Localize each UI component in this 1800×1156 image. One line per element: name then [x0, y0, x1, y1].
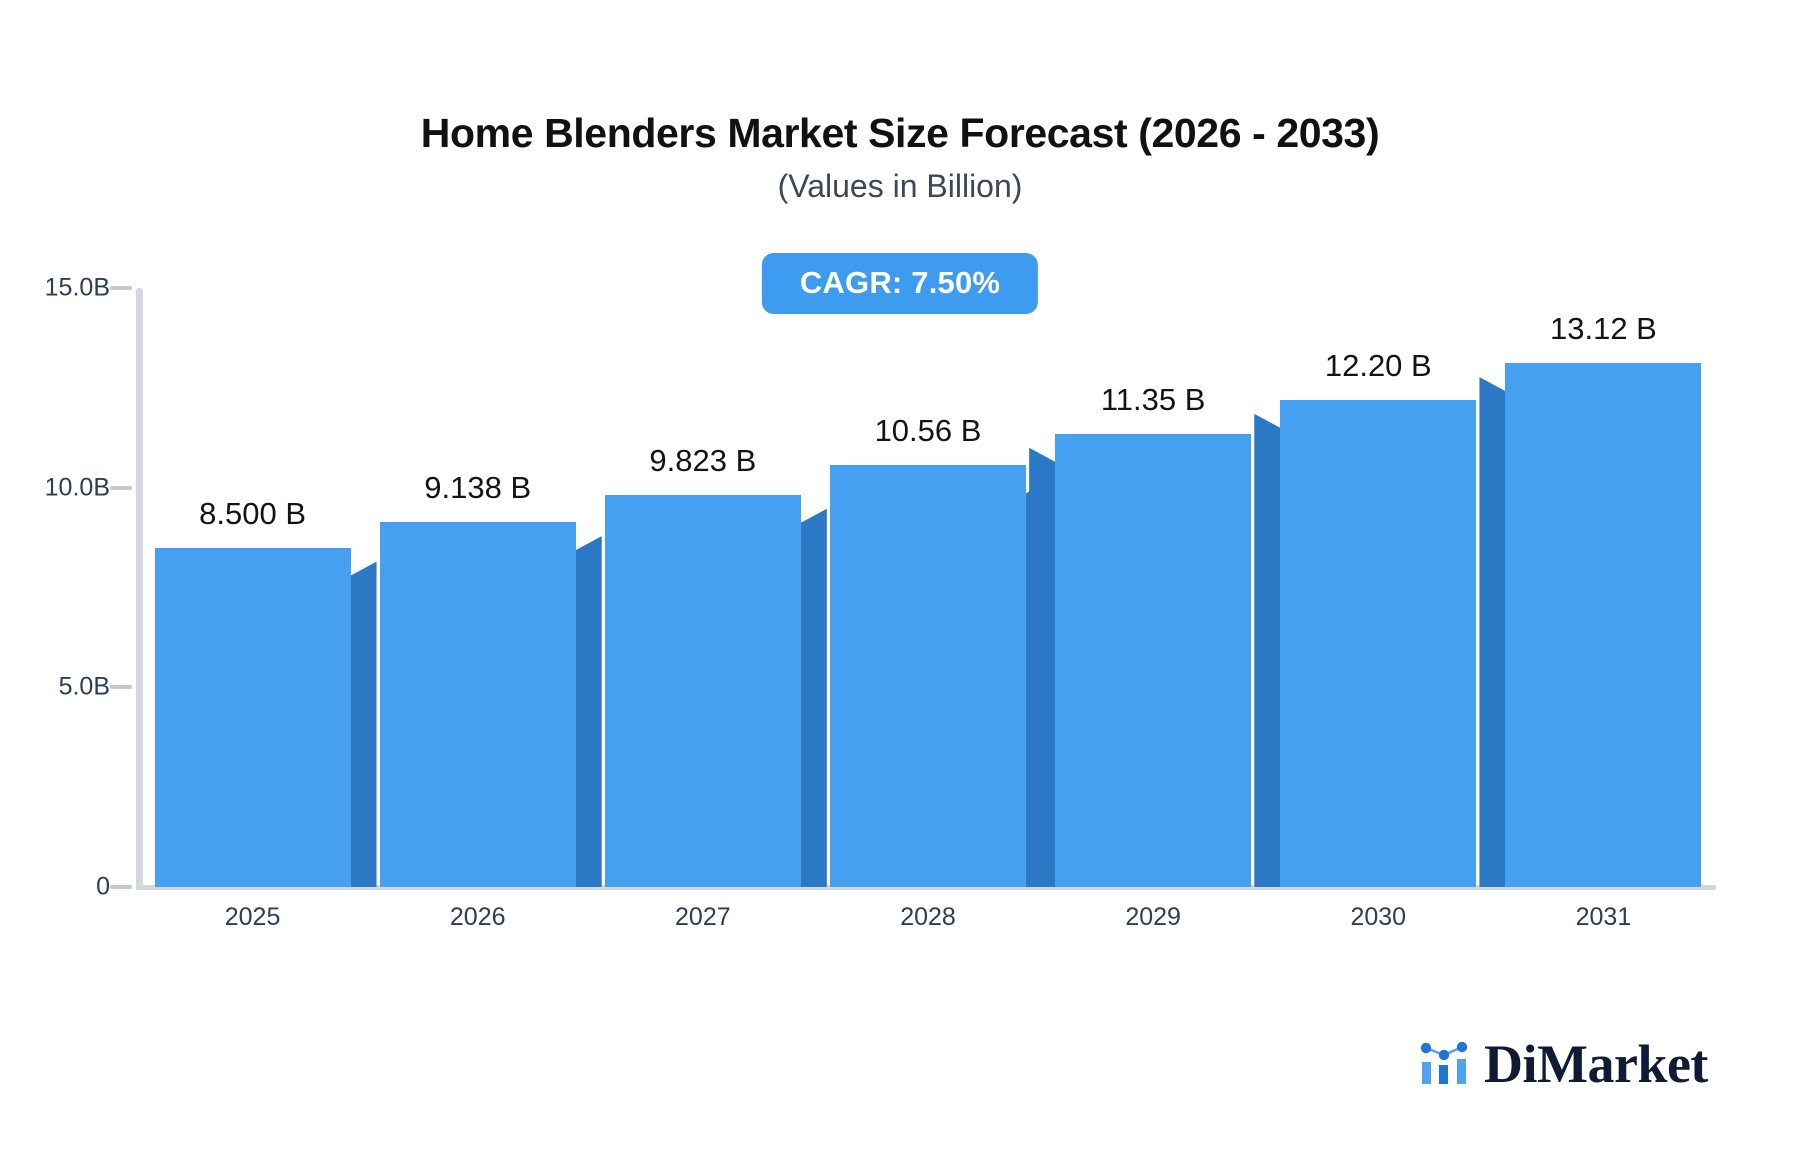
y-axis-tick-mark [110, 885, 132, 889]
bar-value-label: 13.12 B [1549, 311, 1657, 347]
bar-column[interactable] [1029, 433, 1252, 887]
x-axis-tick-label: 2026 [449, 903, 506, 931]
bar-face [154, 547, 351, 887]
y-axis-tick-label: 10.0B [44, 473, 110, 502]
bar-face [1505, 363, 1702, 887]
bar-face [1055, 433, 1252, 887]
bar-chart-logo-icon [1418, 1036, 1470, 1091]
bar-face [604, 494, 801, 887]
y-axis-tick-mark [110, 286, 132, 290]
bar-column[interactable] [830, 465, 1052, 887]
x-axis-tick-label: 2025 [224, 903, 281, 931]
x-axis-tick-label: 2031 [1575, 903, 1632, 931]
bar-value-label: 8.500 B [199, 495, 306, 531]
y-axis-tick-label: 0 [96, 872, 110, 901]
y-axis-tick-mark [110, 685, 132, 690]
x-axis-tick-label: 2027 [675, 903, 731, 931]
bar-value-label: 10.56 B [874, 413, 982, 449]
bar-value-label: 12.20 B [1324, 347, 1432, 383]
bar-3d-side [800, 508, 827, 887]
brand-logo: DiMarket [1418, 1036, 1708, 1091]
bar-value-label: 11.35 B [1100, 381, 1206, 417]
bar-column[interactable] [604, 494, 827, 887]
bar-column[interactable] [154, 547, 377, 887]
x-axis-tick-label: 2029 [1125, 903, 1181, 931]
y-axis-line [136, 288, 143, 888]
page-title: Home Blenders Market Size Forecast (2026… [420, 110, 1380, 156]
bar-face [1280, 399, 1477, 887]
x-axis-tick-label: 2028 [900, 903, 956, 931]
bar-3d-side [350, 561, 377, 887]
bar-face [830, 465, 1026, 887]
y-axis-tick-label: 15.0B [44, 273, 110, 302]
bar-3d-side [1254, 413, 1281, 887]
bar-3d-side [1029, 447, 1056, 887]
bar-column[interactable] [1479, 363, 1702, 887]
x-axis-line [136, 885, 1716, 890]
bar-column[interactable] [379, 522, 602, 887]
bar-value-label: 9.138 B [424, 470, 532, 506]
x-axis-tick-label: 2030 [1350, 903, 1407, 931]
bar-3d-side [575, 536, 602, 887]
cagr-badge: CAGR: 7.50% [761, 253, 1039, 314]
brand-name: DiMarket [1484, 1033, 1708, 1094]
bar-face [379, 522, 576, 887]
bar-value-label: 9.823 B [649, 442, 757, 478]
y-axis-tick-mark [110, 485, 132, 490]
y-axis-tick-label: 5.0B [58, 672, 110, 701]
bar-column[interactable] [1254, 399, 1477, 887]
chart-subtitle: (Values in Billion) [777, 168, 1023, 204]
bar-3d-side [1479, 377, 1506, 887]
